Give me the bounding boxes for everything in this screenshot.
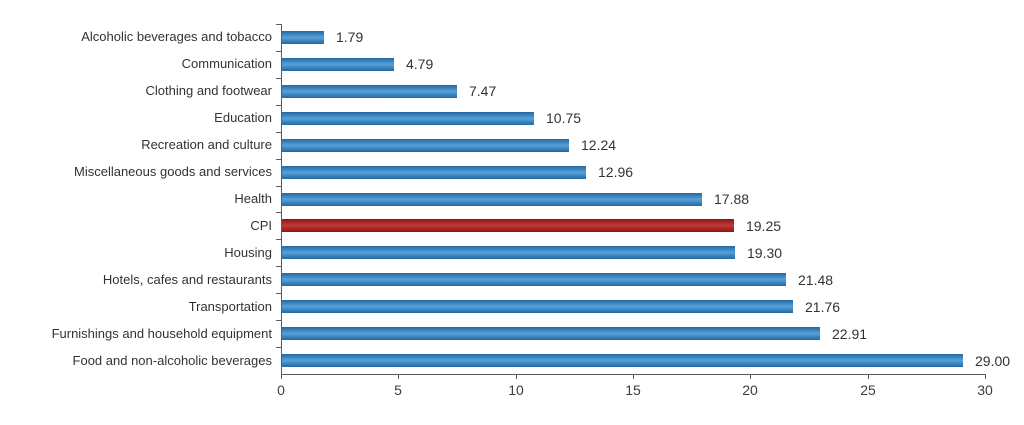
bar-segment: [282, 273, 786, 286]
bar-segment: [282, 166, 586, 179]
bar-segment: [282, 193, 702, 206]
value-label: 21.76: [805, 299, 841, 315]
bar-segment: [282, 112, 534, 125]
x-axis-tick: [516, 374, 517, 379]
bar-segment: [282, 58, 394, 71]
y-axis-tick: [276, 293, 281, 294]
category-label: Education: [214, 110, 272, 125]
y-axis-tick: [276, 78, 281, 79]
value-label: 10.75: [546, 110, 582, 126]
y-axis-tick: [276, 132, 281, 133]
y-axis-tick: [276, 159, 281, 160]
value-label: 29.00: [975, 353, 1011, 369]
x-axis-tick: [868, 374, 869, 379]
bar-cpi-highlight: [282, 219, 734, 232]
value-label: 12.24: [581, 137, 617, 153]
x-axis-tick: [985, 374, 986, 379]
category-label: Housing: [224, 245, 272, 260]
y-axis-tick: [276, 266, 281, 267]
x-axis-tick-label: 10: [508, 382, 524, 398]
category-label: Food and non-alcoholic beverages: [72, 353, 272, 368]
category-label: Alcoholic beverages and tobacco: [81, 29, 272, 44]
y-axis-tick: [276, 186, 281, 187]
category-label: Miscellaneous goods and services: [74, 164, 272, 179]
x-axis-tick-label: 0: [277, 382, 285, 398]
bar-segment: [282, 246, 735, 259]
bar-segment: [282, 139, 569, 152]
x-axis-tick: [633, 374, 634, 379]
category-label: Furnishings and household equipment: [51, 326, 272, 341]
x-axis-tick-label: 30: [977, 382, 993, 398]
category-label: Communication: [181, 56, 272, 71]
value-label: 1.79: [336, 29, 364, 45]
value-label: 22.91: [832, 326, 868, 342]
y-axis-tick: [276, 212, 281, 213]
y-axis-tick: [276, 347, 281, 348]
bar-segment: [282, 354, 963, 367]
x-axis-tick-label: 20: [742, 382, 758, 398]
value-label: 19.30: [747, 245, 783, 261]
bar-segment: [282, 85, 457, 98]
category-label: Recreation and culture: [141, 137, 272, 152]
y-axis-tick: [276, 320, 281, 321]
category-label: Health: [234, 191, 272, 206]
x-axis-tick-label: 15: [625, 382, 641, 398]
x-axis-tick: [281, 374, 282, 379]
x-axis-tick-label: 25: [860, 382, 876, 398]
category-label: Hotels, cafes and restaurants: [102, 272, 272, 287]
y-axis-tick: [276, 239, 281, 240]
value-label: 19.25: [746, 218, 782, 234]
category-label: CPI: [250, 218, 272, 233]
y-axis-tick: [276, 51, 281, 52]
value-label: 4.79: [406, 56, 434, 72]
y-axis-tick: [276, 24, 281, 25]
x-axis-tick-label: 5: [394, 382, 402, 398]
x-axis-tick: [750, 374, 751, 379]
x-axis-tick: [398, 374, 399, 379]
y-axis-tick: [276, 105, 281, 106]
category-label: Clothing and footwear: [145, 83, 272, 98]
bar-segment: [282, 327, 820, 340]
category-label: Transportation: [188, 299, 272, 314]
y-axis-line: [281, 24, 282, 374]
value-label: 17.88: [714, 191, 750, 207]
bar-segment: [282, 31, 324, 44]
bar-segment: [282, 300, 793, 313]
value-label: 7.47: [469, 83, 497, 99]
value-label: 12.96: [598, 164, 634, 180]
value-label: 21.48: [798, 272, 834, 288]
